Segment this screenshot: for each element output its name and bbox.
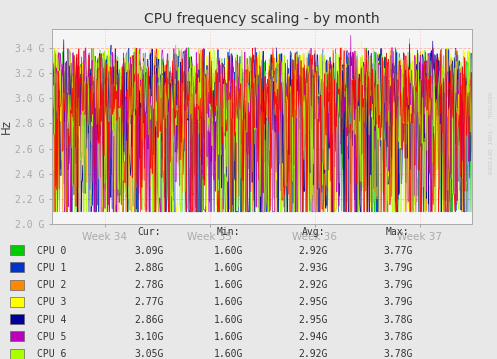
Text: 1.60G: 1.60G [214,297,244,307]
Text: 3.79G: 3.79G [383,280,413,290]
Text: 1.60G: 1.60G [214,332,244,342]
Text: 2.93G: 2.93G [298,263,328,273]
Text: 3.78G: 3.78G [383,332,413,342]
Text: CPU 0: CPU 0 [37,246,67,256]
Text: Min:: Min: [217,227,241,237]
Text: 2.94G: 2.94G [298,332,328,342]
Text: 1.60G: 1.60G [214,314,244,325]
Text: 3.78G: 3.78G [383,314,413,325]
Text: 2.77G: 2.77G [134,297,164,307]
Text: 2.88G: 2.88G [134,263,164,273]
Text: Avg:: Avg: [301,227,325,237]
Text: 1.60G: 1.60G [214,263,244,273]
Text: 3.78G: 3.78G [383,349,413,359]
Text: CPU 2: CPU 2 [37,280,67,290]
Y-axis label: Hz: Hz [0,119,12,134]
Text: Cur:: Cur: [137,227,161,237]
Text: 2.86G: 2.86G [134,314,164,325]
Text: CPU 1: CPU 1 [37,263,67,273]
Text: Max:: Max: [386,227,410,237]
Text: RRDTOOL / TOBI OETIKER: RRDTOOL / TOBI OETIKER [486,92,491,174]
Text: 3.79G: 3.79G [383,263,413,273]
Title: CPU frequency scaling - by month: CPU frequency scaling - by month [144,12,380,26]
Text: 3.10G: 3.10G [134,332,164,342]
Text: 1.60G: 1.60G [214,246,244,256]
Text: 2.78G: 2.78G [134,280,164,290]
Text: CPU 3: CPU 3 [37,297,67,307]
Text: 1.60G: 1.60G [214,280,244,290]
Text: 3.77G: 3.77G [383,246,413,256]
Text: 2.92G: 2.92G [298,246,328,256]
Text: 3.05G: 3.05G [134,349,164,359]
Text: 3.79G: 3.79G [383,297,413,307]
Text: 1.60G: 1.60G [214,349,244,359]
Text: 2.95G: 2.95G [298,314,328,325]
Text: 2.92G: 2.92G [298,349,328,359]
Text: 3.09G: 3.09G [134,246,164,256]
Text: 2.95G: 2.95G [298,297,328,307]
Text: 2.92G: 2.92G [298,280,328,290]
Text: CPU 5: CPU 5 [37,332,67,342]
Text: CPU 4: CPU 4 [37,314,67,325]
Text: CPU 6: CPU 6 [37,349,67,359]
